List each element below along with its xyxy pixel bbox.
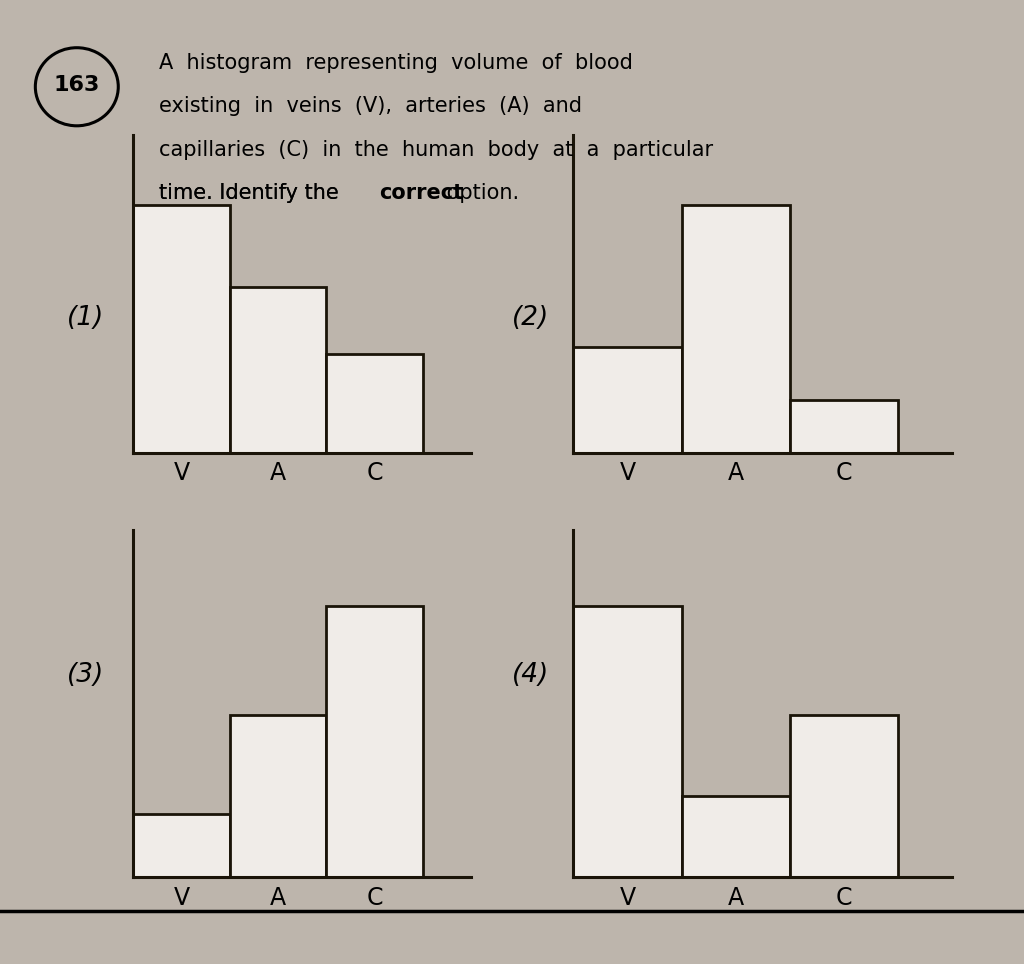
Text: (4): (4)	[512, 662, 549, 687]
Bar	[573, 606, 682, 877]
Text: (1): (1)	[67, 306, 103, 331]
Text: (2): (2)	[512, 306, 549, 331]
Text: existing  in  veins  (V),  arteries  (A)  and: existing in veins (V), arteries (A) and	[159, 96, 582, 117]
Bar	[229, 714, 327, 877]
Bar	[682, 796, 790, 877]
Bar	[327, 606, 423, 877]
Text: option.: option.	[440, 183, 519, 203]
Text: (3): (3)	[67, 662, 103, 687]
Bar	[229, 287, 327, 453]
Text: correct: correct	[379, 183, 463, 203]
Bar	[133, 814, 229, 877]
Text: time. Identify the: time. Identify the	[159, 183, 345, 203]
Text: 163: 163	[53, 75, 100, 95]
Text: time. Identify the: time. Identify the	[159, 183, 345, 203]
Text: capillaries  (C)  in  the  human  body  at  a  particular: capillaries (C) in the human body at a p…	[159, 140, 713, 160]
Bar	[573, 347, 682, 453]
Bar	[790, 400, 898, 453]
Text: A  histogram  representing  volume  of  blood: A histogram representing volume of blood	[159, 53, 633, 73]
Bar	[133, 204, 229, 453]
Bar	[327, 354, 423, 453]
Bar	[790, 714, 898, 877]
Bar	[682, 204, 790, 453]
